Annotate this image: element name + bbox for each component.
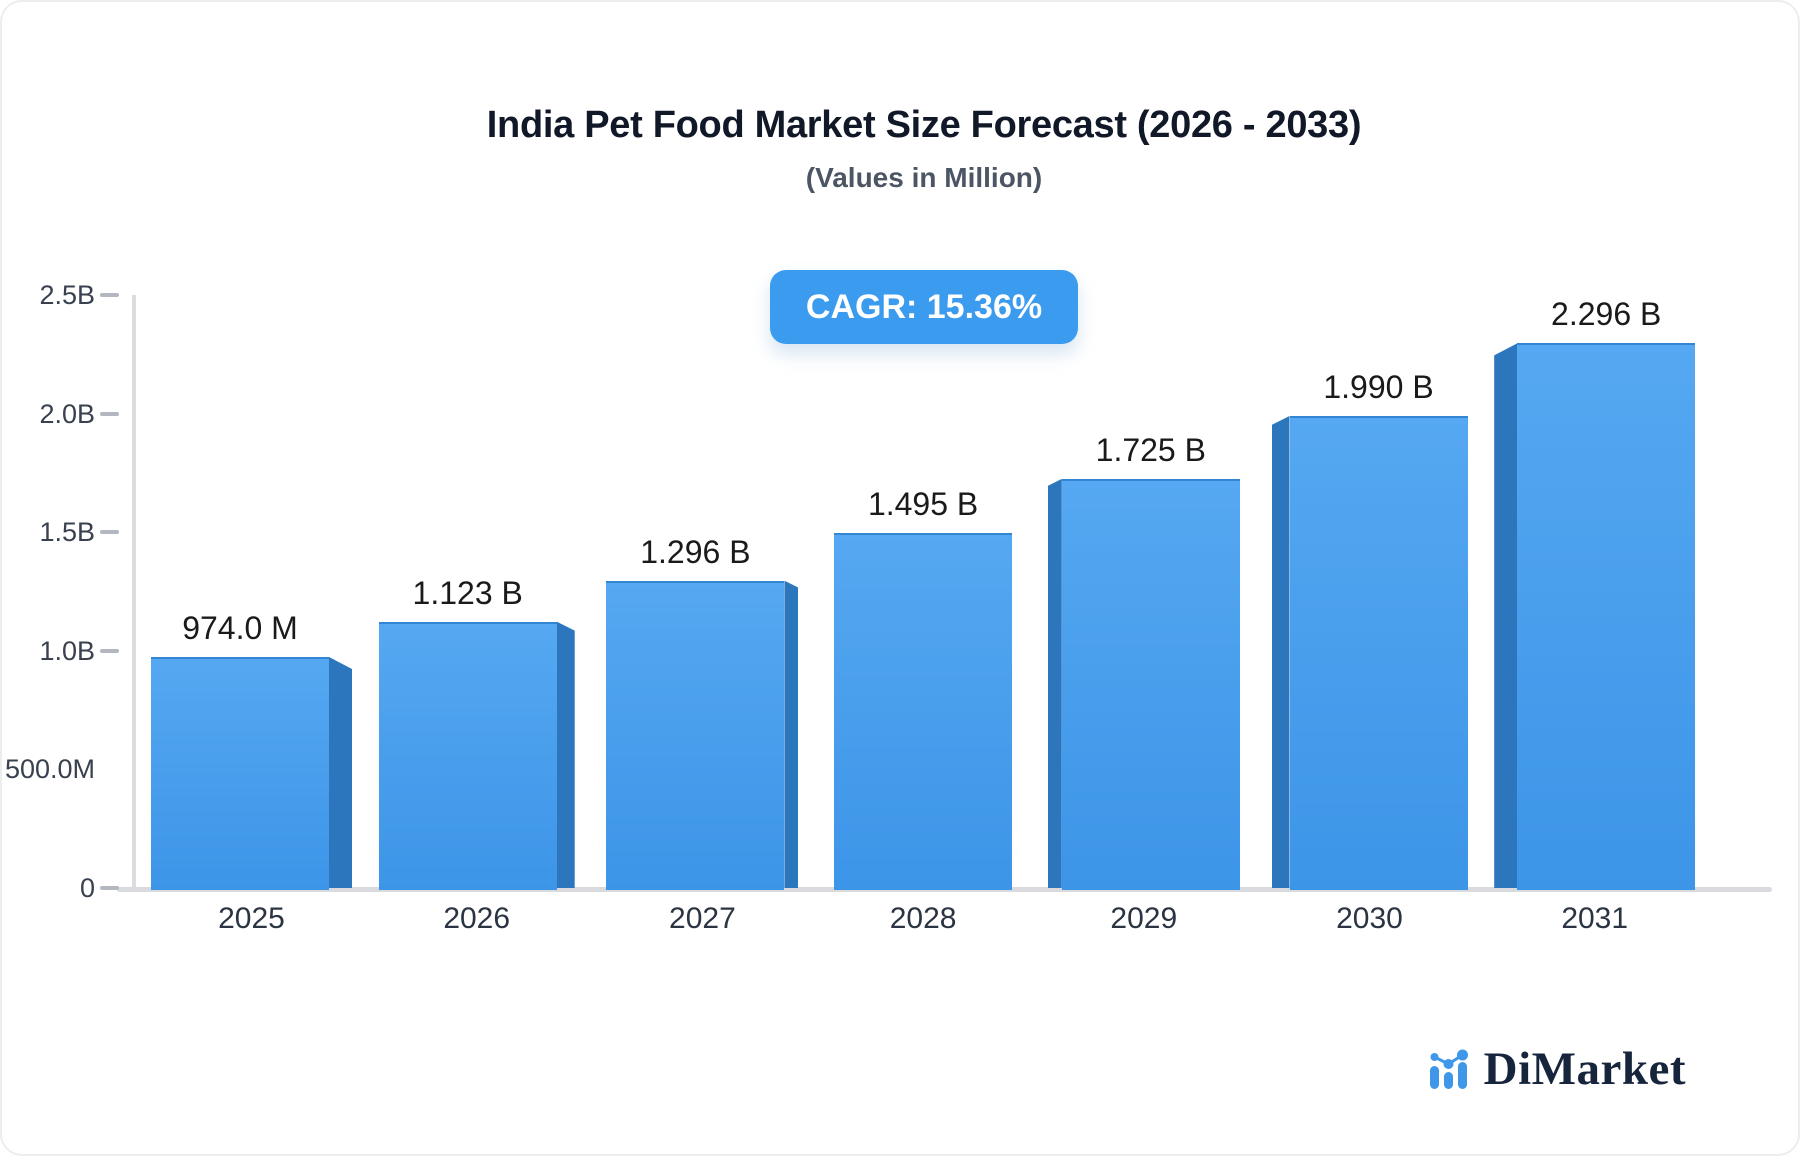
brand-name: DiMarket [1483, 1043, 1686, 1095]
bar [606, 580, 785, 890]
chart-header: India Pet Food Market Size Forecast (202… [50, 2, 1798, 344]
y-tick-label: 1.0B [39, 635, 95, 666]
bar-3d-side [1271, 415, 1290, 888]
y-axis-line [132, 295, 136, 890]
bar-3d-side [1494, 343, 1518, 888]
bar [1517, 343, 1696, 890]
y-tick-label: 0 [79, 873, 95, 903]
bar-3d-side [784, 580, 799, 888]
bar [834, 533, 1013, 890]
x-tick-label: 2028 [889, 902, 957, 935]
bar [378, 621, 557, 890]
y-tick-label: 1.5B [39, 517, 95, 548]
bar [1289, 415, 1468, 890]
chart-subtitle: (Values in Million) [805, 162, 1043, 193]
bar [151, 656, 329, 890]
bar-value-label: 1.725 B [1095, 431, 1206, 468]
y-tick-dash [100, 411, 119, 416]
x-tick-label: 2025 [218, 902, 285, 935]
bar-value-label: 1.495 B [867, 486, 979, 523]
y-tick-label: 2.0B [39, 398, 95, 429]
bar-value-label: 1.296 B [640, 533, 751, 570]
brand-logo: DiMarket [1424, 1042, 1686, 1096]
x-tick-label: 2031 [1561, 902, 1629, 935]
chart-title: India Pet Food Market Size Forecast (202… [486, 104, 1362, 146]
cagr-badge: CAGR: 15.36% [769, 270, 1079, 344]
bar-value-label: 1.990 B [1323, 368, 1434, 405]
bar-value-label: 2.296 B [1551, 296, 1662, 333]
x-tick-label: 2027 [669, 902, 736, 935]
bar-chart-logo-icon [1424, 1045, 1472, 1093]
y-tick-dash [100, 648, 119, 653]
x-tick-label: 2026 [443, 902, 511, 935]
y-tick-label: 500.0M [4, 754, 95, 785]
bar-value-label: 1.123 B [412, 574, 523, 611]
bar-value-label: 974.0 M [182, 609, 298, 646]
y-tick-dash [100, 293, 119, 297]
x-tick-label: 2030 [1336, 902, 1403, 935]
bar-3d-side [556, 621, 575, 888]
bar-3d-side [329, 656, 352, 888]
y-tick-dash [100, 530, 119, 535]
bar [1061, 478, 1240, 890]
y-tick-dash [100, 886, 119, 890]
bar-3d-side [1047, 478, 1062, 888]
x-tick-label: 2029 [1110, 902, 1178, 935]
y-tick-label: 2.5B [39, 280, 95, 310]
